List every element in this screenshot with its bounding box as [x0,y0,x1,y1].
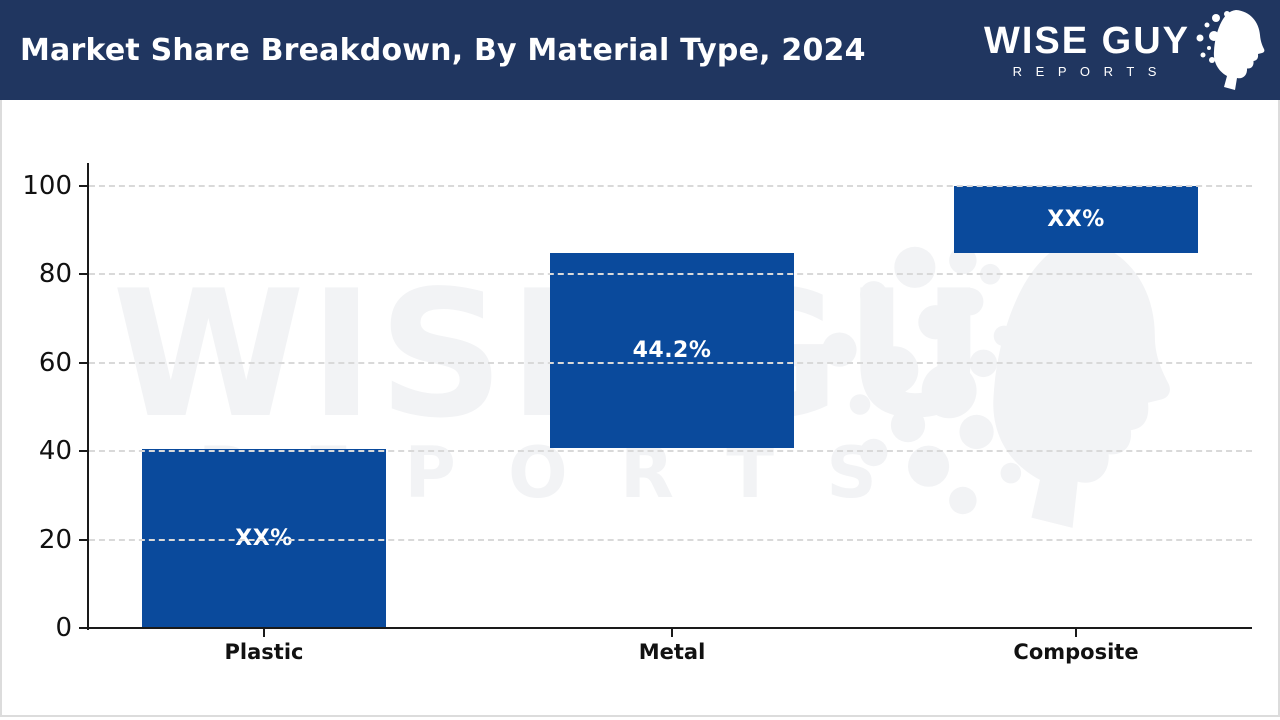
y-tick-mark [79,185,87,187]
y-tick-label: 60 [38,347,72,378]
y-tick-label: 100 [22,171,72,201]
x-tick-mark [671,629,673,637]
header-bar: Market Share Breakdown, By Material Type… [0,0,1280,100]
y-tick-label: 20 [38,524,72,555]
gridline [89,273,1252,276]
bar-composite: XX% [954,186,1198,253]
logo-wordmark: WISE GUY [983,19,1190,62]
bar-plastic: XX% [142,448,386,628]
logo-head-icon [1196,10,1265,90]
x-axis-line [87,627,1252,629]
x-tick-mark [1075,629,1077,637]
x-tick-label: Metal [638,640,706,664]
y-tick-mark [79,538,87,541]
y-tick-label: 0 [55,613,72,643]
bar-value-label: XX% [1047,206,1105,232]
gridline [89,450,1252,453]
gridline [89,538,1252,541]
logo-subtext: R E P O R T S [1012,63,1162,79]
x-tick-mark [263,629,265,637]
y-tick-label: 40 [38,436,72,467]
y-axis-line [87,163,89,630]
bar-value-label: XX% [235,525,293,551]
x-tick-label: Plastic [224,640,304,664]
y-tick-mark [79,361,87,364]
gridline [89,185,1252,187]
x-tick-label: Composite [1013,640,1139,664]
y-tick-mark [79,627,87,629]
brand-logo: WISE GUY R E P O R T S [984,8,1280,92]
bar-value-label: 44.2% [632,337,712,363]
page-title: Market Share Breakdown, By Material Type… [20,32,866,68]
y-tick-mark [79,273,87,276]
bar-metal: 44.2% [550,252,794,449]
gridline [89,361,1252,364]
y-tick-mark [79,450,87,453]
y-tick-label: 80 [38,259,72,290]
watermark-head-icon [822,239,1170,528]
